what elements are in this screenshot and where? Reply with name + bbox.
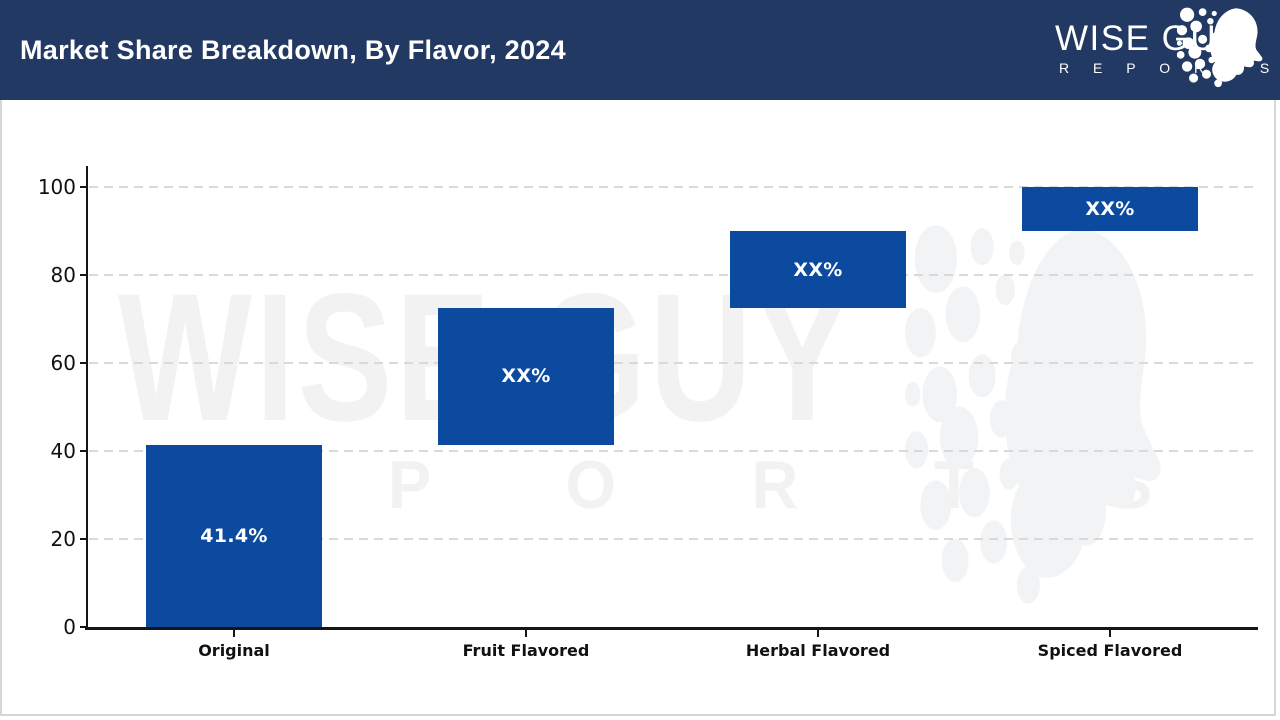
page-border-left	[0, 100, 2, 716]
y-axis-line	[86, 166, 88, 629]
x-tick	[1109, 629, 1111, 637]
bar-value-label: XX%	[1085, 198, 1135, 220]
y-tick	[80, 626, 88, 628]
waterfall-bar: 41.4%	[146, 444, 322, 627]
x-axis-category-label: Spiced Flavored	[1037, 641, 1183, 660]
y-tick	[80, 450, 88, 452]
y-tick	[80, 362, 88, 364]
x-tick	[817, 629, 819, 637]
y-tick-label: 100	[37, 175, 76, 199]
waterfall-chart: 0 20 40 60 80 100 Original Fruit Flavored Herbal…	[0, 100, 1280, 716]
x-axis-category-label: Herbal Flavored	[745, 641, 891, 660]
grid-line	[89, 538, 1256, 540]
x-axis-line	[85, 627, 1258, 630]
y-tick-label: 60	[50, 351, 76, 375]
x-axis-category-label: Original	[198, 641, 270, 660]
page-border-right	[1274, 100, 1276, 716]
header-bar: Market Share Breakdown, By Flavor, 2024 …	[0, 0, 1280, 100]
x-tick	[525, 629, 527, 637]
page-title: Market Share Breakdown, By Flavor, 2024	[20, 34, 566, 65]
grid-line	[89, 186, 1256, 188]
wise-guy-reports-logo: WISE GUY R E P O R T S	[1020, 0, 1270, 100]
x-axis-category-label: Fruit Flavored	[462, 641, 590, 660]
grid-line	[89, 274, 1256, 276]
waterfall-bar: XX%	[438, 308, 614, 445]
waterfall-bar: XX%	[1022, 187, 1198, 231]
grid-line	[89, 362, 1256, 364]
y-tick-label: 80	[50, 263, 76, 287]
bar-value-label: 41.4%	[200, 524, 268, 547]
grid-line	[89, 450, 1256, 452]
y-tick-label: 0	[63, 615, 76, 639]
x-tick	[233, 629, 235, 637]
logo-face-icon	[1176, 7, 1268, 91]
bar-value-label: XX%	[501, 365, 551, 388]
y-tick-label: 20	[50, 527, 76, 551]
y-tick-label: 40	[50, 439, 76, 463]
waterfall-bar: XX%	[730, 231, 906, 308]
page-border-bottom	[0, 714, 1276, 716]
y-tick	[80, 186, 88, 188]
bar-value-label: XX%	[793, 258, 843, 281]
y-tick	[80, 274, 88, 276]
y-tick	[80, 538, 88, 540]
